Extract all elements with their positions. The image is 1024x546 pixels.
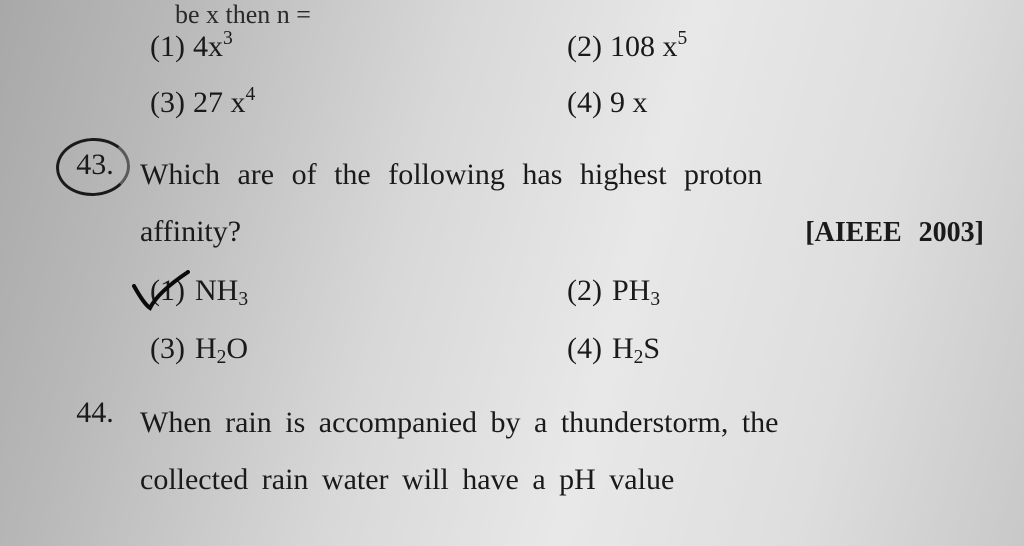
question-line-2: affinity? — [140, 203, 241, 260]
option-formula: NH3 — [195, 274, 248, 308]
prev-option-4: (4) 9 x — [567, 86, 944, 120]
option-value: 9 x — [610, 86, 648, 120]
option-number: (1) — [150, 30, 185, 64]
question-number-wrap: 43. — [50, 146, 140, 182]
question-line-1: When rain is accompanied by a thundersto… — [140, 394, 984, 451]
option-number: (1) — [150, 274, 185, 308]
option-number: (4) — [567, 86, 602, 120]
option-number: (2) — [567, 30, 602, 64]
option-value: 4x3 — [193, 30, 233, 64]
option-number: (4) — [567, 332, 602, 366]
question-text: Which are of the following has highest p… — [140, 146, 984, 260]
option-formula: H2S — [612, 332, 660, 366]
prev-question-options: (1) 4x3 (2) 108 x5 (3) 27 x4 (4) 9 x — [150, 30, 944, 120]
option-number: (3) — [150, 332, 185, 366]
exam-tag: [AIEEE 2003] — [805, 206, 984, 259]
pen-circle-icon — [55, 136, 132, 198]
question-text: When rain is accompanied by a thundersto… — [140, 394, 984, 508]
prev-option-1: (1) 4x3 — [150, 30, 527, 64]
option-value: 27 x4 — [193, 86, 255, 120]
prev-option-3: (3) 27 x4 — [150, 86, 527, 120]
question-line-2: collected rain water will have a pH valu… — [140, 451, 984, 508]
question-number: 44. — [76, 394, 114, 430]
question-43: 43. Which are of the following has highe… — [50, 146, 984, 260]
q43-option-2: (2) PH3 — [567, 274, 944, 308]
prev-option-2: (2) 108 x5 — [567, 30, 944, 64]
option-value: 108 x5 — [610, 30, 687, 64]
q43-option-1: (1) NH3 — [150, 274, 527, 308]
question-line-2-row: affinity? [AIEEE 2003] — [140, 203, 984, 260]
question-44: 44. When rain is accompanied by a thunde… — [50, 394, 984, 508]
option-number: (2) — [567, 274, 602, 308]
option-number: (3) — [150, 86, 185, 120]
partial-prev-question: be x then n = — [175, 0, 311, 30]
option-formula: H2O — [195, 332, 248, 366]
q43-option-3: (3) H2O — [150, 332, 527, 366]
question-number-wrap: 44. — [50, 394, 140, 430]
question-line-1: Which are of the following has highest p… — [140, 146, 984, 203]
q43-option-4: (4) H2S — [567, 332, 944, 366]
q43-options: (1) NH3 (2) PH3 (3) H2O (4) H2S — [150, 274, 944, 366]
option-formula: PH3 — [612, 274, 660, 308]
